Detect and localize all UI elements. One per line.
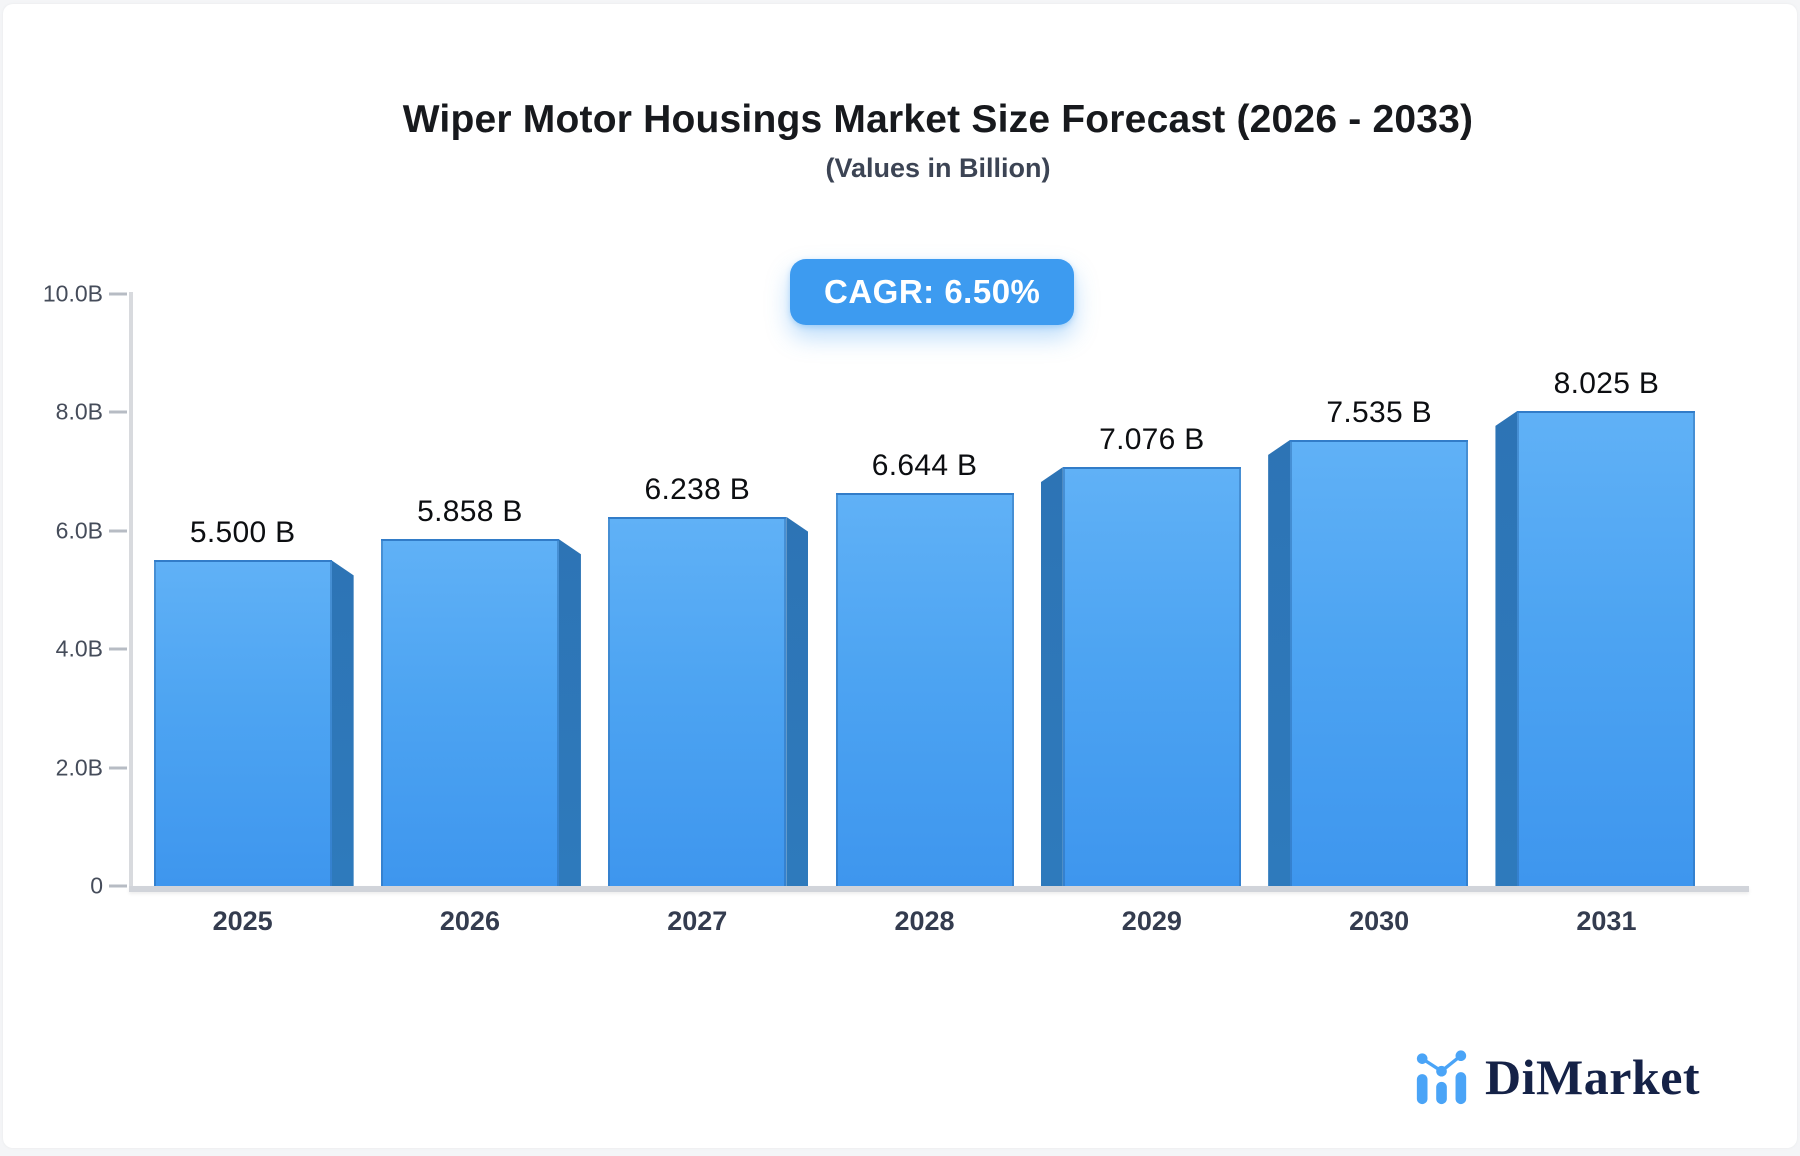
x-axis-line [129,886,1749,892]
y-axis-tick-label: 0 [90,872,103,899]
bar-line-chart-icon [1416,1050,1467,1105]
bar-3d-side [331,560,354,886]
x-axis-tick-label: 2030 [1349,906,1410,936]
bar-2029[interactable] [1062,467,1241,886]
chart-title: Wiper Motor Housings Market Size Forecas… [402,98,1474,141]
y-axis-tick-mark [109,766,127,770]
y-axis-line [129,292,133,888]
bar-3d-side [558,539,581,886]
bar-value-label: 7.076 B [1099,423,1205,457]
bar-3d-side [1495,410,1518,886]
cagr-badge: CAGR: 6.50% [790,259,1075,325]
y-axis-tick-mark [109,529,127,533]
bar-2028[interactable] [835,492,1014,886]
bar-value-label: 6.238 B [644,472,751,506]
logo-text: DiMarket [1485,1049,1701,1105]
bar-value-label: 5.500 B [189,516,296,550]
bar-value-label: 5.858 B [417,495,523,529]
bar-value-label: 8.025 B [1553,366,1660,400]
x-axis-tick-label: 2029 [1121,906,1182,936]
bar-2031[interactable] [1517,410,1696,886]
bar-3d-side [786,516,809,886]
y-axis-tick-label: 8.0B [55,398,103,425]
x-axis-tick-label: 2027 [667,906,728,936]
x-axis-tick-label: 2025 [212,906,273,936]
cagr-badge-label: CAGR: 6.50% [824,273,1041,310]
y-axis-tick-mark [109,647,127,651]
dimarket-logo: DiMarket [1413,1048,1700,1106]
x-axis-tick-label: 2031 [1576,906,1637,936]
chart-subtitle: (Values in Billion) [825,153,1051,183]
y-axis-tick-label: 10.0B [42,280,103,307]
bar-2030[interactable] [1290,439,1469,886]
bar-2026[interactable] [380,539,559,886]
bar-2027[interactable] [608,516,787,886]
bar-3d-side [1268,439,1291,886]
y-axis-tick-label: 2.0B [55,754,103,781]
x-axis-tick-label: 2026 [439,906,500,936]
y-axis-tick-label: 6.0B [55,517,103,544]
chart-card: Wiper Motor Housings Market Size Forecas… [3,4,1797,1148]
y-axis-tick-mark [109,292,127,296]
bar-3d-side [1040,467,1063,886]
x-axis-tick-label: 2028 [894,906,955,936]
y-axis-tick-mark [109,410,127,414]
bar-2025[interactable] [153,560,332,886]
bar-value-label: 6.644 B [871,448,978,482]
bar-value-label: 7.535 B [1326,395,1432,429]
y-axis-tick-mark [109,884,127,888]
y-axis-tick-label: 4.0B [55,635,103,662]
